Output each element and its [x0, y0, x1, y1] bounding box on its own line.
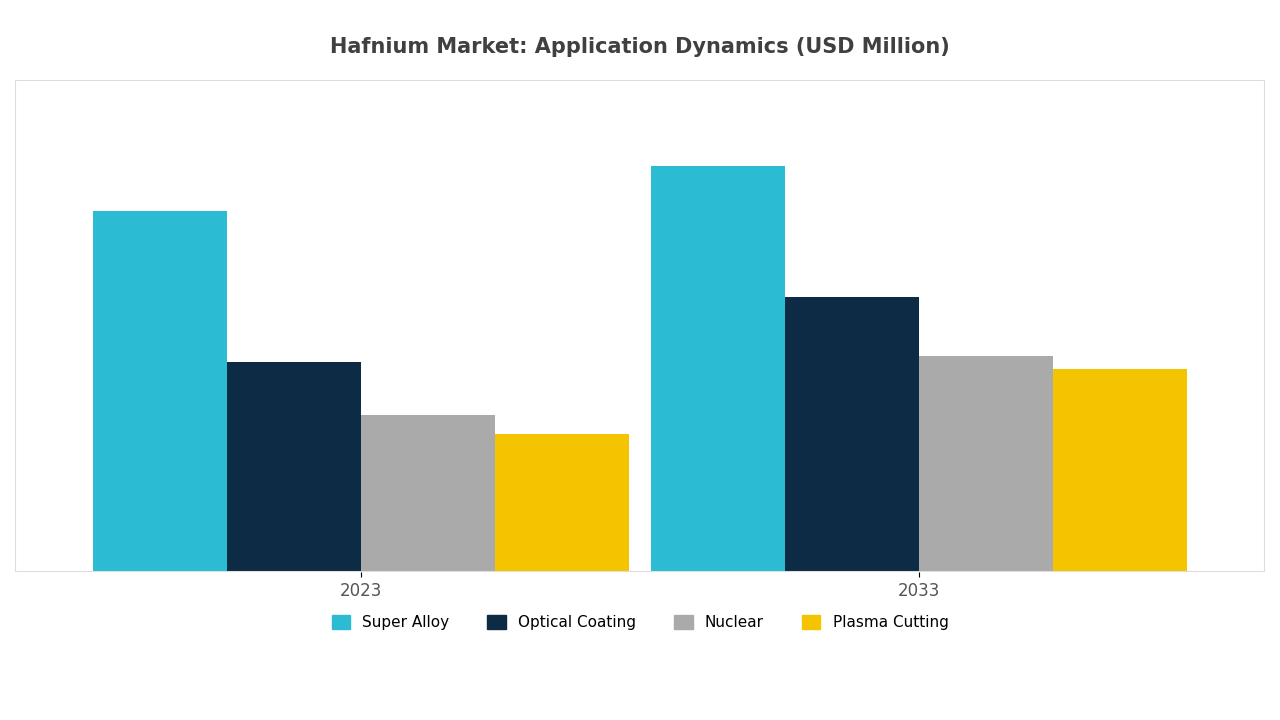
Bar: [1053, 369, 1187, 572]
Legend: Super Alloy, Optical Coating, Nuclear, Plasma Cutting: Super Alloy, Optical Coating, Nuclear, P…: [324, 608, 956, 638]
Bar: [652, 166, 785, 572]
Bar: [361, 415, 495, 572]
Bar: [227, 362, 361, 572]
Bar: [93, 212, 227, 572]
Title: Hafnium Market: Application Dynamics (USD Million): Hafnium Market: Application Dynamics (US…: [330, 37, 950, 57]
Bar: [785, 297, 919, 572]
Bar: [15, 81, 1265, 572]
Bar: [495, 434, 628, 572]
Bar: [919, 356, 1053, 572]
